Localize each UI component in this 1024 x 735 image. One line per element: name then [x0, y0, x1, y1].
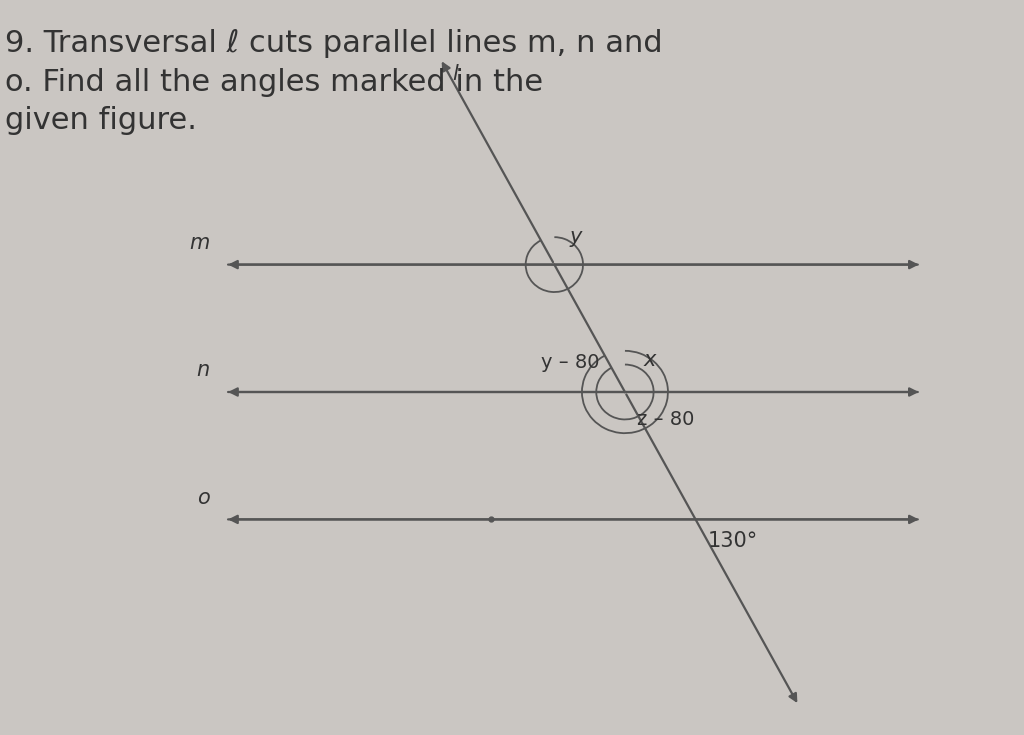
Text: z – 80: z – 80	[637, 409, 694, 429]
Text: m: m	[189, 233, 210, 253]
Text: 130°: 130°	[708, 531, 758, 551]
Text: o: o	[198, 487, 210, 508]
Text: n: n	[197, 360, 210, 380]
Text: y – 80: y – 80	[541, 354, 599, 373]
Text: l: l	[453, 64, 459, 84]
Text: x: x	[643, 351, 655, 370]
Text: 9. Transversal ℓ cuts parallel lines m, n and
o. Find all the angles marked in t: 9. Transversal ℓ cuts parallel lines m, …	[5, 29, 663, 135]
Text: y: y	[569, 227, 582, 247]
